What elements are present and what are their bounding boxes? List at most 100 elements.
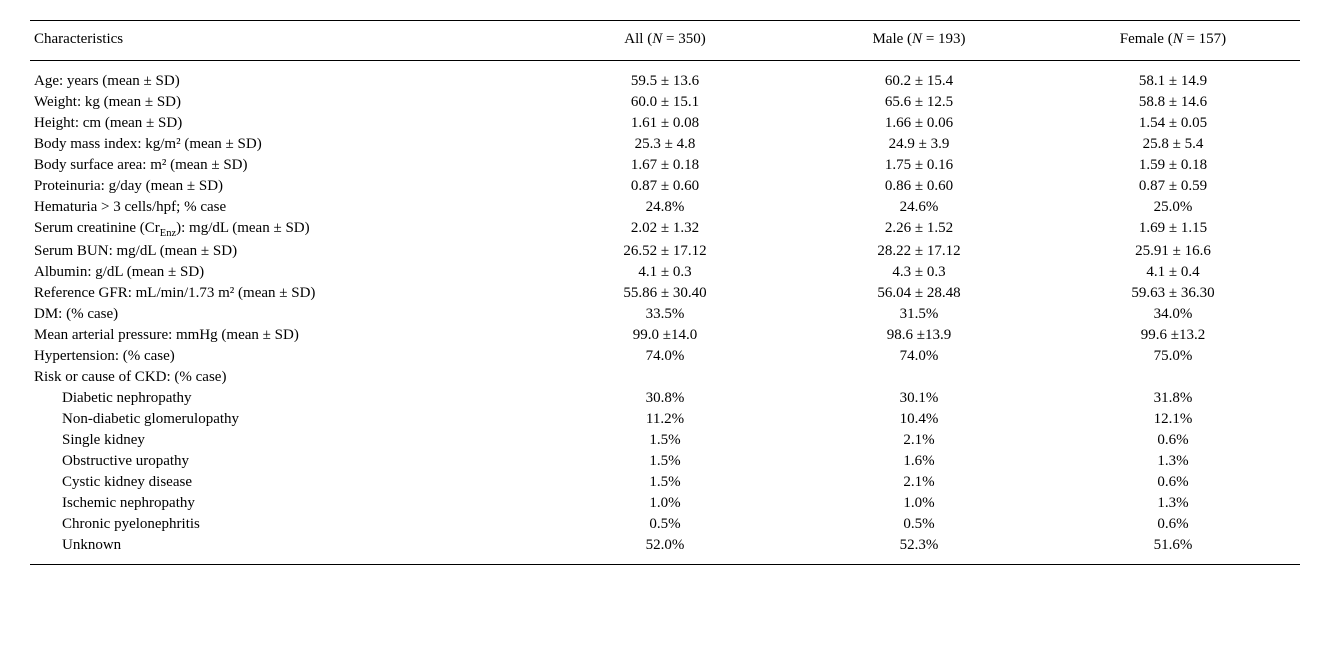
row-male-value: 65.6 ± 12.5 xyxy=(792,92,1046,113)
row-male-value: 10.4% xyxy=(792,409,1046,430)
row-female-value: 1.54 ± 0.05 xyxy=(1046,113,1300,134)
row-label: Weight: kg (mean ± SD) xyxy=(30,92,538,113)
row-female-value: 12.1% xyxy=(1046,409,1300,430)
table-row: Albumin: g/dL (mean ± SD)4.1 ± 0.34.3 ± … xyxy=(30,262,1300,283)
row-all-value: 30.8% xyxy=(538,388,792,409)
row-female-value: 34.0% xyxy=(1046,304,1300,325)
row-female-value: 59.63 ± 36.30 xyxy=(1046,283,1300,304)
row-all-value: 59.5 ± 13.6 xyxy=(538,61,792,93)
table-row: Hematuria > 3 cells/hpf; % case24.8%24.6… xyxy=(30,197,1300,218)
table-row: Single kidney1.5%2.1%0.6% xyxy=(30,430,1300,451)
row-label: Reference GFR: mL/min/1.73 m² (mean ± SD… xyxy=(30,283,538,304)
row-female-value: 75.0% xyxy=(1046,346,1300,367)
row-male-value: 52.3% xyxy=(792,535,1046,565)
row-label: DM: (% case) xyxy=(30,304,538,325)
table-row: Obstructive uropathy1.5%1.6%1.3% xyxy=(30,451,1300,472)
header-female-n-value: = 157) xyxy=(1183,31,1226,47)
header-male-prefix: Male ( xyxy=(872,31,912,47)
row-male-value: 56.04 ± 28.48 xyxy=(792,283,1046,304)
row-male-value: 60.2 ± 15.4 xyxy=(792,61,1046,93)
row-female-value: 99.6 ±13.2 xyxy=(1046,325,1300,346)
table-row: DM: (% case)33.5%31.5%34.0% xyxy=(30,304,1300,325)
row-all-value xyxy=(538,367,792,388)
row-male-value: 30.1% xyxy=(792,388,1046,409)
table-row: Proteinuria: g/day (mean ± SD)0.87 ± 0.6… xyxy=(30,176,1300,197)
characteristics-table: Characteristics All (N = 350) Male (N = … xyxy=(30,20,1300,565)
row-all-value: 4.1 ± 0.3 xyxy=(538,262,792,283)
table-row: Diabetic nephropathy30.8%30.1%31.8% xyxy=(30,388,1300,409)
row-label: Mean arterial pressure: mmHg (mean ± SD) xyxy=(30,325,538,346)
row-female-value: 25.8 ± 5.4 xyxy=(1046,134,1300,155)
row-female-value: 0.6% xyxy=(1046,514,1300,535)
row-male-value: 0.5% xyxy=(792,514,1046,535)
creatinine-suffix: ): mg/dL (mean ± SD) xyxy=(176,220,309,236)
row-label: Single kidney xyxy=(30,430,538,451)
header-all: All (N = 350) xyxy=(538,21,792,61)
row-all-value: 99.0 ±14.0 xyxy=(538,325,792,346)
row-all-value: 1.5% xyxy=(538,472,792,493)
row-male-value: 28.22 ± 17.12 xyxy=(792,241,1046,262)
row-label: Age: years (mean ± SD) xyxy=(30,61,538,93)
row-male-value: 1.0% xyxy=(792,493,1046,514)
row-all-value: 0.87 ± 0.60 xyxy=(538,176,792,197)
row-label: Hypertension: (% case) xyxy=(30,346,538,367)
table-row: Non-diabetic glomerulopathy11.2%10.4%12.… xyxy=(30,409,1300,430)
table-row: Body surface area: m² (mean ± SD)1.67 ± … xyxy=(30,155,1300,176)
row-male-value: 2.26 ± 1.52 xyxy=(792,218,1046,241)
row-all-value: 25.3 ± 4.8 xyxy=(538,134,792,155)
row-all-value: 1.0% xyxy=(538,493,792,514)
row-label: Ischemic nephropathy xyxy=(30,493,538,514)
row-all-value: 1.5% xyxy=(538,430,792,451)
row-female-value: 1.69 ± 1.15 xyxy=(1046,218,1300,241)
row-label: Obstructive uropathy xyxy=(30,451,538,472)
table-row: Ischemic nephropathy1.0%1.0%1.3% xyxy=(30,493,1300,514)
table-row: Body mass index: kg/m² (mean ± SD)25.3 ±… xyxy=(30,134,1300,155)
table-row: Serum BUN: mg/dL (mean ± SD)26.52 ± 17.1… xyxy=(30,241,1300,262)
row-label: Serum creatinine (CrEnz): mg/dL (mean ± … xyxy=(30,218,538,241)
row-all-value: 60.0 ± 15.1 xyxy=(538,92,792,113)
table-row: Weight: kg (mean ± SD)60.0 ± 15.165.6 ± … xyxy=(30,92,1300,113)
row-all-value: 52.0% xyxy=(538,535,792,565)
row-female-value xyxy=(1046,367,1300,388)
table-row: Hypertension: (% case)74.0%74.0%75.0% xyxy=(30,346,1300,367)
header-female-n-label: N xyxy=(1173,31,1183,47)
header-male: Male (N = 193) xyxy=(792,21,1046,61)
row-all-value: 1.61 ± 0.08 xyxy=(538,113,792,134)
row-all-value: 33.5% xyxy=(538,304,792,325)
row-label: Body mass index: kg/m² (mean ± SD) xyxy=(30,134,538,155)
row-female-value: 51.6% xyxy=(1046,535,1300,565)
row-all-value: 1.5% xyxy=(538,451,792,472)
row-male-value: 1.6% xyxy=(792,451,1046,472)
row-all-value: 11.2% xyxy=(538,409,792,430)
header-characteristics: Characteristics xyxy=(30,21,538,61)
row-female-value: 25.91 ± 16.6 xyxy=(1046,241,1300,262)
row-label: Hematuria > 3 cells/hpf; % case xyxy=(30,197,538,218)
row-label: Body surface area: m² (mean ± SD) xyxy=(30,155,538,176)
row-female-value: 0.87 ± 0.59 xyxy=(1046,176,1300,197)
table-row: Risk or cause of CKD: (% case) xyxy=(30,367,1300,388)
row-male-value: 1.66 ± 0.06 xyxy=(792,113,1046,134)
row-label: Diabetic nephropathy xyxy=(30,388,538,409)
table-row: Age: years (mean ± SD)59.5 ± 13.660.2 ± … xyxy=(30,61,1300,93)
row-all-value: 26.52 ± 17.12 xyxy=(538,241,792,262)
row-male-value: 31.5% xyxy=(792,304,1046,325)
table-row: Reference GFR: mL/min/1.73 m² (mean ± SD… xyxy=(30,283,1300,304)
row-all-value: 74.0% xyxy=(538,346,792,367)
row-label: Proteinuria: g/day (mean ± SD) xyxy=(30,176,538,197)
row-male-value: 2.1% xyxy=(792,430,1046,451)
row-label: Albumin: g/dL (mean ± SD) xyxy=(30,262,538,283)
row-female-value: 1.59 ± 0.18 xyxy=(1046,155,1300,176)
table-row: Cystic kidney disease1.5%2.1%0.6% xyxy=(30,472,1300,493)
row-female-value: 58.8 ± 14.6 xyxy=(1046,92,1300,113)
row-label: Serum BUN: mg/dL (mean ± SD) xyxy=(30,241,538,262)
row-label: Unknown xyxy=(30,535,538,565)
row-male-value: 4.3 ± 0.3 xyxy=(792,262,1046,283)
row-all-value: 2.02 ± 1.32 xyxy=(538,218,792,241)
row-label: Chronic pyelonephritis xyxy=(30,514,538,535)
creatinine-prefix: Serum creatinine (Cr xyxy=(34,220,160,236)
row-label: Risk or cause of CKD: (% case) xyxy=(30,367,538,388)
row-male-value: 1.75 ± 0.16 xyxy=(792,155,1046,176)
row-label: Height: cm (mean ± SD) xyxy=(30,113,538,134)
row-female-value: 31.8% xyxy=(1046,388,1300,409)
row-label: Cystic kidney disease xyxy=(30,472,538,493)
